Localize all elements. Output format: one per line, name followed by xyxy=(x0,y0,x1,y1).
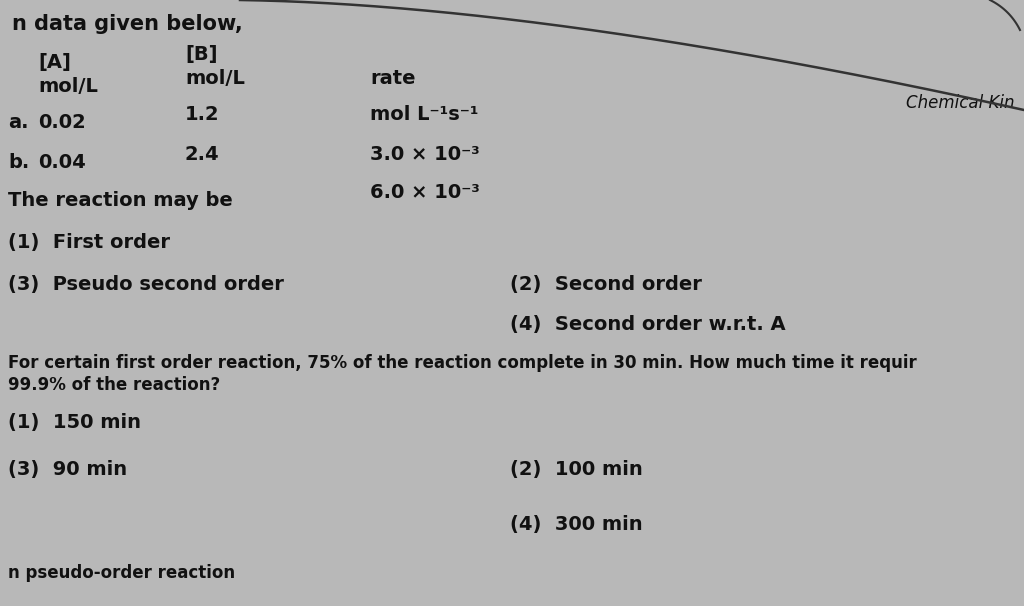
Text: (1)  First order: (1) First order xyxy=(8,233,170,252)
Text: 3.0 × 10⁻³: 3.0 × 10⁻³ xyxy=(370,145,479,164)
Text: 1.2: 1.2 xyxy=(185,105,219,124)
Text: 2.4: 2.4 xyxy=(185,145,219,164)
Text: rate: rate xyxy=(370,69,416,88)
Text: mol/L: mol/L xyxy=(38,77,98,96)
Text: 0.02: 0.02 xyxy=(38,113,86,132)
Text: mol/L: mol/L xyxy=(185,69,245,88)
Text: (2)  100 min: (2) 100 min xyxy=(510,460,643,479)
Text: mol L⁻¹s⁻¹: mol L⁻¹s⁻¹ xyxy=(370,105,478,124)
Text: (3)  90 min: (3) 90 min xyxy=(8,460,127,479)
Text: b.: b. xyxy=(8,153,30,172)
Text: 0.04: 0.04 xyxy=(38,153,86,172)
Text: For certain first order reaction, 75% of the reaction complete in 30 min. How mu: For certain first order reaction, 75% of… xyxy=(8,354,916,372)
Text: (3)  Pseudo second order: (3) Pseudo second order xyxy=(8,275,284,294)
Text: The reaction may be: The reaction may be xyxy=(8,191,232,210)
Text: [A]: [A] xyxy=(38,53,71,72)
Text: Chemical Kin: Chemical Kin xyxy=(906,94,1015,112)
Text: (1)  150 min: (1) 150 min xyxy=(8,413,141,432)
Text: [B]: [B] xyxy=(185,45,217,64)
Text: a.: a. xyxy=(8,113,29,132)
Text: 99.9% of the reaction?: 99.9% of the reaction? xyxy=(8,376,220,394)
Text: (4)  Second order w.r.t. A: (4) Second order w.r.t. A xyxy=(510,315,785,334)
Text: (4)  300 min: (4) 300 min xyxy=(510,515,643,534)
Text: n data given below,: n data given below, xyxy=(12,14,243,34)
Text: n pseudo-order reaction: n pseudo-order reaction xyxy=(8,564,236,582)
Text: (2)  Second order: (2) Second order xyxy=(510,275,701,294)
Text: 6.0 × 10⁻³: 6.0 × 10⁻³ xyxy=(370,183,480,202)
